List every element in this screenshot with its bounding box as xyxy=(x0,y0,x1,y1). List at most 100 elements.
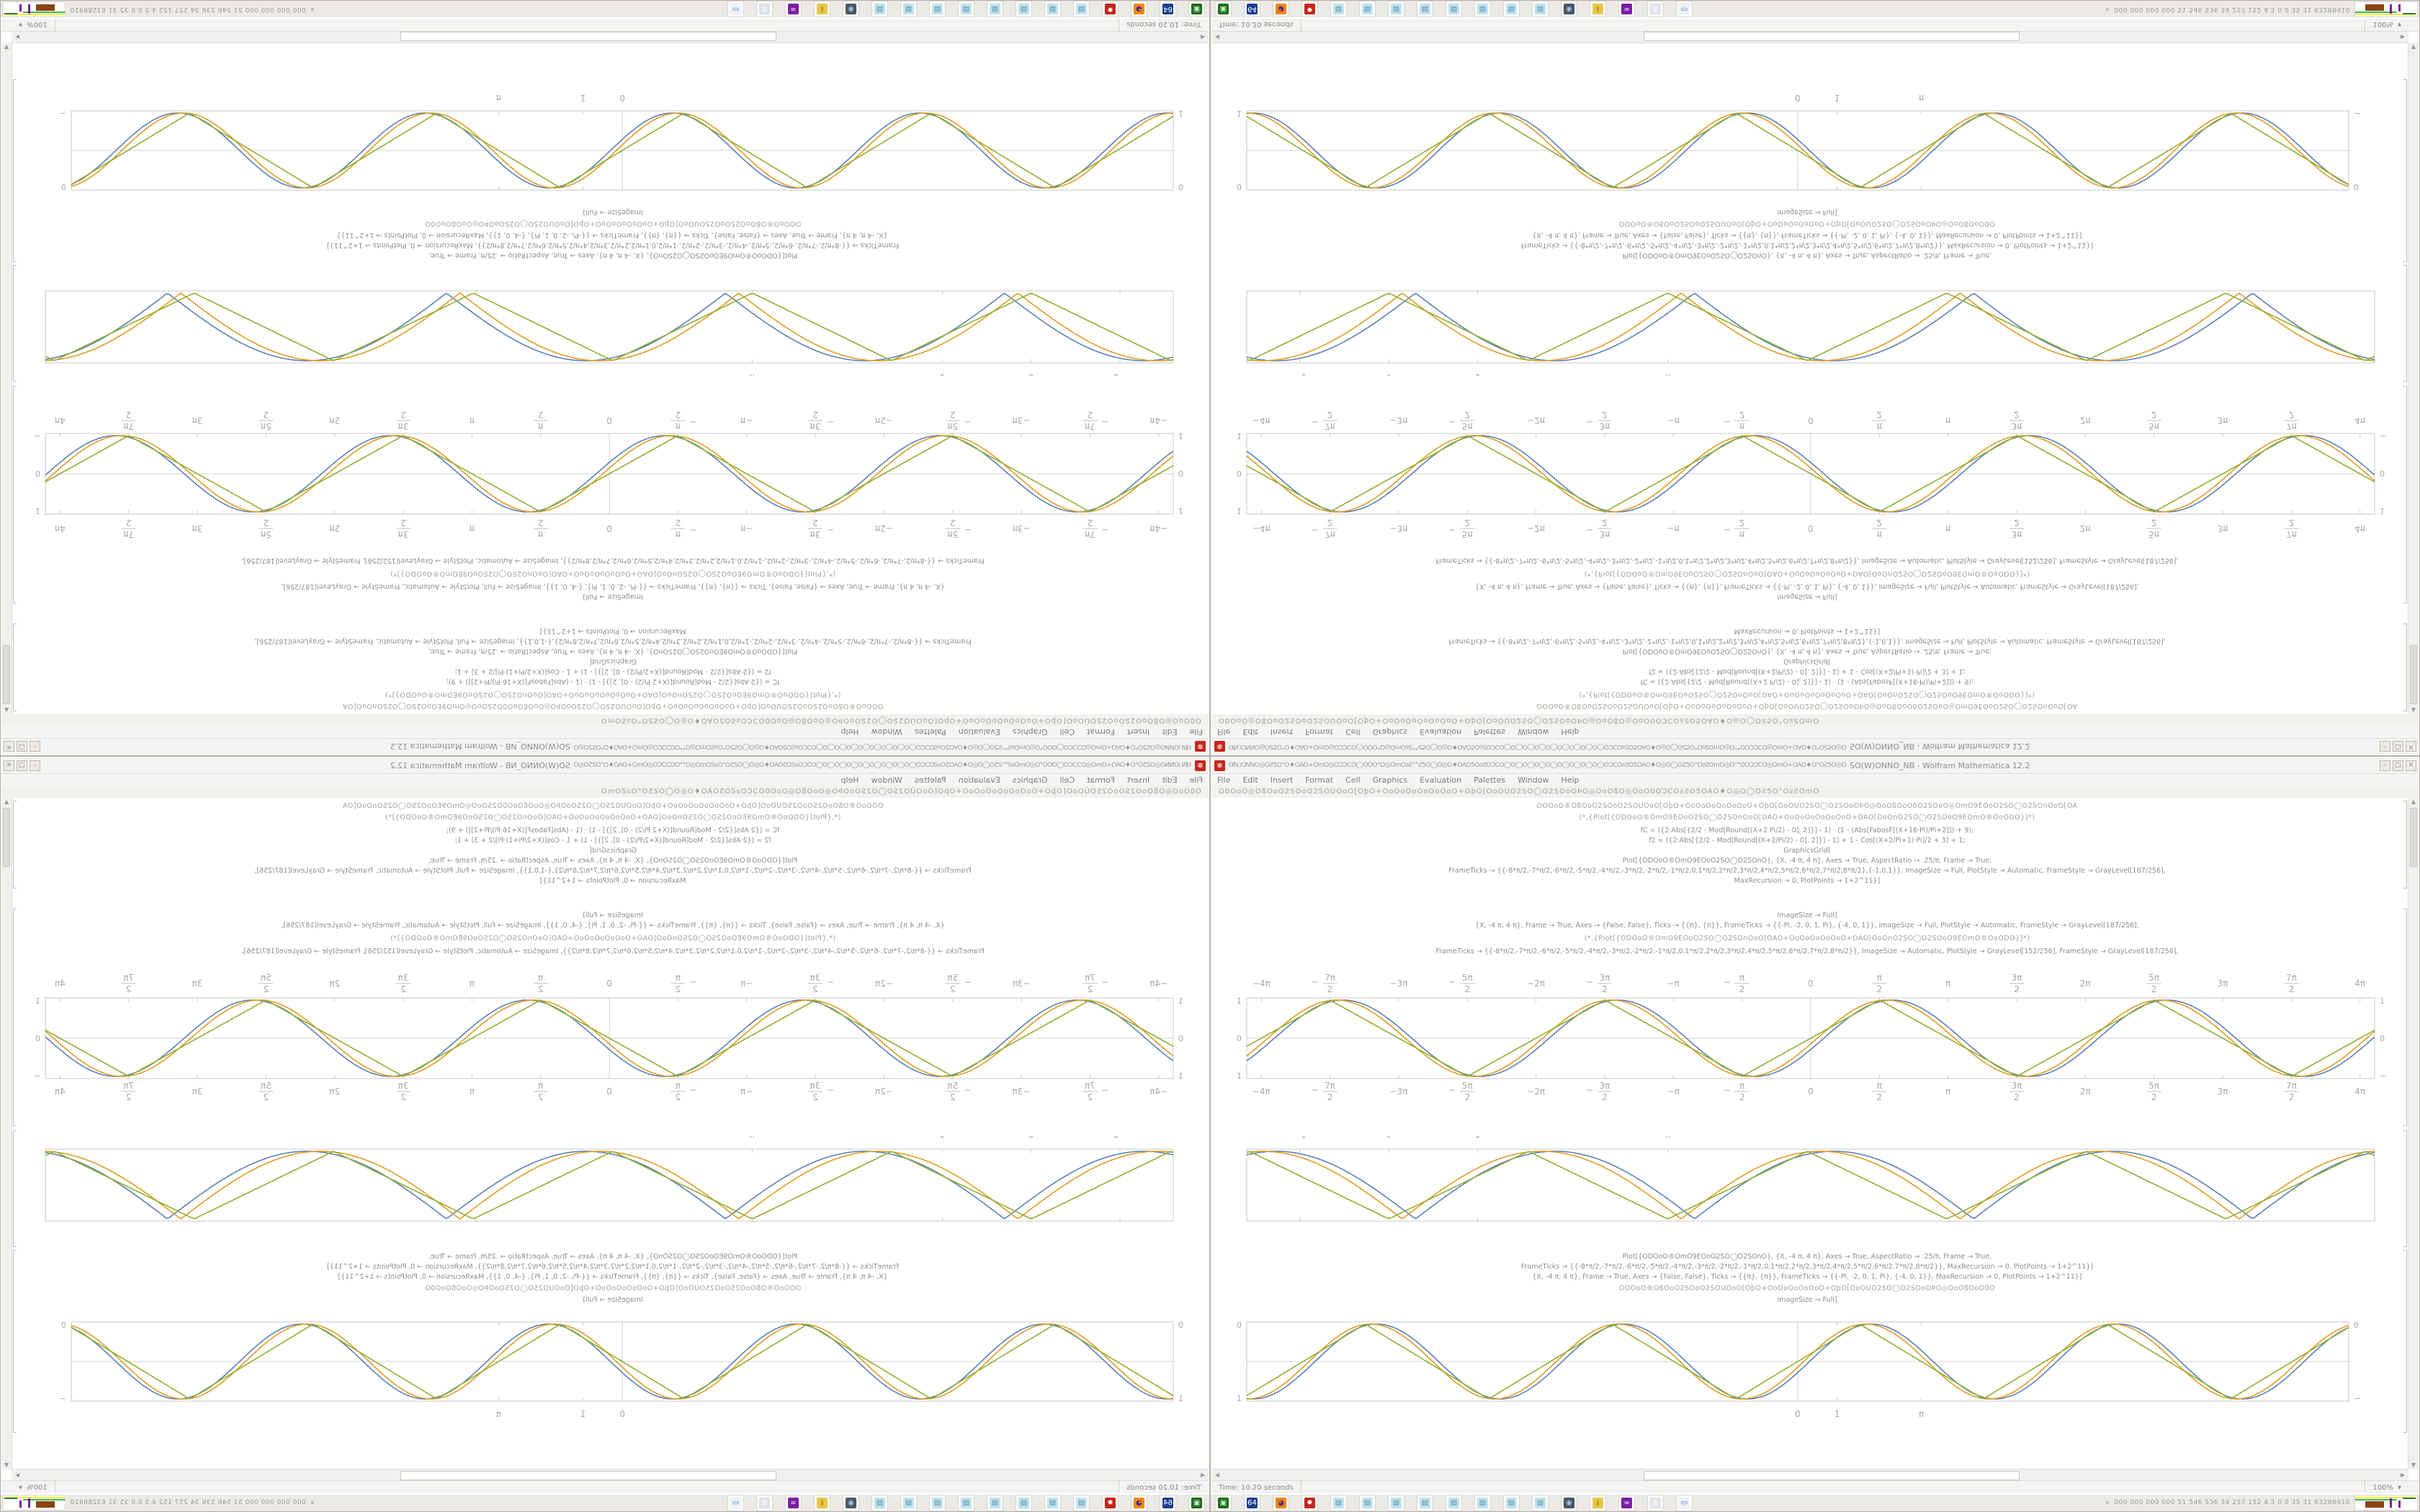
menu-evaluation[interactable]: Evaluation xyxy=(958,727,1000,737)
infinity-icon[interactable]: ∞ xyxy=(1618,1494,1635,1511)
folder-yellow-icon[interactable]: ▮ xyxy=(1590,1,1606,18)
monitor-icon[interactable]: ▭ xyxy=(727,1,744,18)
cell-bracket[interactable] xyxy=(2403,79,2407,262)
file-icon-3[interactable]: ▤ xyxy=(1016,1494,1032,1511)
vertical-scrollbar[interactable]: ▲ ▼ xyxy=(1,42,12,714)
menu-cell[interactable]: Cell xyxy=(1345,775,1361,785)
scroll-up-arrow[interactable]: ▲ xyxy=(2411,798,2416,805)
magnification-control[interactable]: 100% ▾ xyxy=(19,1481,55,1494)
floppy-green-icon[interactable]: ▣ xyxy=(1215,1,1232,18)
scroll-down-arrow[interactable]: ▼ xyxy=(4,44,9,50)
menu-format[interactable]: Format xyxy=(1305,775,1334,785)
cell-code-row[interactable]: FrameTicks → {{-8*π/2,-7*π/2,-6*π/2,-5*π… xyxy=(1435,948,2179,955)
cell-code-row[interactable]: ImageSize → Full] xyxy=(583,593,643,600)
menu-file[interactable]: File xyxy=(1217,727,1231,737)
menu-insert[interactable]: Insert xyxy=(1126,775,1150,785)
menu-file[interactable]: File xyxy=(1217,775,1231,785)
file-icon-7[interactable]: ▤ xyxy=(1503,1494,1520,1511)
file-icon-2[interactable]: ▤ xyxy=(1044,1494,1061,1511)
close-button[interactable]: ✕ xyxy=(4,741,14,752)
cell-code-row[interactable]: ImageSize → Full] xyxy=(1777,593,1837,600)
chevron-left-icon[interactable]: « xyxy=(2105,1498,2110,1507)
menu-insert[interactable]: Insert xyxy=(1270,775,1294,785)
menu-edit[interactable]: Edit xyxy=(1162,727,1178,737)
menu-edit[interactable]: Edit xyxy=(1242,727,1258,737)
scroll-icon[interactable]: ≣ xyxy=(1647,1494,1664,1511)
cell-text-glyph-row[interactable]: OOOoO®OßOoO2SOoO2SOÙOoO[OþO+OoOoOoOoOoOo… xyxy=(342,702,884,710)
file-icon-1[interactable]: ▤ xyxy=(1330,1494,1347,1511)
camera-icon[interactable]: ◉ xyxy=(843,1494,859,1511)
cell-code-row[interactable]: FrameTicks → {{-8*π/2,-7*π/2,-6*π/2,-5*π… xyxy=(254,637,972,645)
file-icon-5[interactable]: ▤ xyxy=(1446,1,1462,18)
horizontal-scroll-thumb[interactable] xyxy=(400,1471,776,1480)
scroll-down-arrow[interactable]: ▼ xyxy=(4,1462,9,1468)
menu-help[interactable]: Help xyxy=(841,775,859,785)
file-icon-3[interactable]: ▤ xyxy=(1388,1494,1404,1511)
cell-text-glyph-row[interactable]: (*,{Plot[{ODOoO®OmO9EOoO2SO◯O2SOnOoO[OAO… xyxy=(1584,570,2030,577)
cell-bracket[interactable] xyxy=(2403,624,2407,711)
cell-text-glyph-row[interactable]: (*,{Plot[{ODOoO®OmO9EOoO2SO◯O2SOnOoO[OAO… xyxy=(1584,935,2030,942)
cell-code-row[interactable]: Plot[{ODOoO®OmO9EOoO2SO◯O2SOnO}, {X, -4 … xyxy=(1622,251,1992,259)
floppy-green-icon[interactable]: ▣ xyxy=(1188,1494,1205,1511)
menu-format[interactable]: Format xyxy=(1086,727,1115,737)
toolbar[interactable]: O0OoO◎OßOoO2SOoO2SOÙOoO[OþO+OoOoOoOoOoOo… xyxy=(1,714,1209,726)
scroll-right-arrow[interactable]: ▶ xyxy=(2400,1472,2406,1478)
scroll-icon[interactable]: ≣ xyxy=(756,1494,773,1511)
cell-code-row[interactable]: Plot[{ODOoO®OmO9EOoO2SO◯O2SOnO}, {X, -4 … xyxy=(428,1253,798,1261)
vertical-scrollbar[interactable]: ▲ ▼ xyxy=(1,798,12,1470)
cell-bracket[interactable] xyxy=(13,801,17,888)
firefox-icon[interactable]: ◕ xyxy=(1131,1494,1147,1511)
floppy-green-icon[interactable]: ▣ xyxy=(1215,1494,1232,1511)
floppy-green-icon[interactable]: ▣ xyxy=(1188,1,1205,18)
menu-graphics[interactable]: Graphics xyxy=(1372,727,1408,737)
menu-palettes[interactable]: Palettes xyxy=(914,775,946,785)
scroll-icon[interactable]: ≣ xyxy=(1647,1,1664,18)
infinity-icon[interactable]: ∞ xyxy=(785,1,802,18)
minimize-button[interactable]: – xyxy=(30,741,40,752)
menu-window[interactable]: Window xyxy=(871,727,902,737)
cell-text-glyph-row[interactable]: (*,{Plot[{ODOoO®OmO9EOoO2SO◯O2SOnOoO[OAO… xyxy=(1579,690,2035,698)
cell-text-glyph-row[interactable]: OOOoO®OßOoO2SOoO2SOÙOoO[OþO+OoOoOoOoOoOo… xyxy=(1536,802,2078,810)
magnification-control[interactable]: 100% ▾ xyxy=(2365,18,2401,31)
cell-text-glyph-row[interactable]: OOOoO®OßOoO2SOoO2SOÙOoO[OþO+OoOoOoOoOoO+… xyxy=(424,1284,802,1292)
horizontal-scroll-thumb[interactable] xyxy=(1644,1471,2020,1480)
cell-text-glyph-row[interactable]: OOOoO®OßOoO2SOoO2SOÙOoO[OþO+OoOoOoOoOoO+… xyxy=(1618,1284,1996,1292)
window-titlebar[interactable]: ✵ ᙠN˩ONNO◎OƧ5O°O♦OAO+OmO◎OƆƆCO◯OOO°O◎OmO… xyxy=(1,738,1209,755)
mathematica-icon[interactable]: ✹ xyxy=(1102,1,1119,18)
menu-palettes[interactable]: Palettes xyxy=(914,727,946,737)
infinity-icon[interactable]: ∞ xyxy=(785,1494,802,1511)
minimize-button[interactable]: – xyxy=(30,760,40,771)
cell-code-row[interactable]: ImageSize → Full] xyxy=(1777,1296,1837,1304)
menu-file[interactable]: File xyxy=(1189,775,1203,785)
cell-code-row[interactable]: f2 = ({2·Abs[{2/2 - Mod[Round[(X+2/Pi/2)… xyxy=(1649,667,1966,675)
file-icon-3[interactable]: ▤ xyxy=(1016,1,1032,18)
cell-bracket[interactable] xyxy=(13,1250,17,1433)
camera-icon[interactable]: ◉ xyxy=(1561,1,1577,18)
floppy-64-icon[interactable]: 64 xyxy=(1244,1,1260,18)
horizontal-scrollbar[interactable]: ◀ ▶ xyxy=(1211,31,2408,43)
file-icon-8[interactable]: ▤ xyxy=(1532,1,1549,18)
cell-code-row[interactable]: Plot[{ODOoO®OmO9EOoO2SO◯O2SOnO}, {X, -4 … xyxy=(1622,857,1992,865)
menu-window[interactable]: Window xyxy=(871,775,902,785)
menu-help[interactable]: Help xyxy=(841,727,859,737)
menu-file[interactable]: File xyxy=(1189,727,1203,737)
cell-code-row[interactable]: FrameTicks → {{-8*π/2,-7*π/2,-6*π/2,-5*π… xyxy=(1448,637,2166,645)
cell-code-row[interactable]: MaxRecursion → 0, PlotPoints → 1+2^11}] xyxy=(1734,877,1881,885)
cell-text-glyph-row[interactable]: (*,{Plot[{ODOoO®OmO9EOoO2SO◯O2SOnOoO[OAO… xyxy=(385,690,841,698)
file-icon-8[interactable]: ▤ xyxy=(871,1494,888,1511)
file-icon-5[interactable]: ▤ xyxy=(958,1,974,18)
cell-code-row[interactable]: f2 = ({2·Abs[{2/2 - Mod[Round[(X+2/Pi/2)… xyxy=(454,667,771,675)
menu-insert[interactable]: Insert xyxy=(1270,727,1294,737)
scroll-icon[interactable]: ≣ xyxy=(756,1,773,18)
cell-code-row[interactable]: Plot[{ODOoO®OmO9EOoO2SO◯O2SOnO}, {X, -4 … xyxy=(428,647,798,655)
file-icon-4[interactable]: ▤ xyxy=(1417,1,1433,18)
folder-yellow-icon[interactable]: ▮ xyxy=(1590,1494,1606,1511)
file-icon-6[interactable]: ▤ xyxy=(1474,1494,1491,1511)
maximize-button[interactable]: □ xyxy=(2393,760,2403,771)
folder-yellow-icon[interactable]: ▮ xyxy=(814,1494,830,1511)
cell-text-glyph-row[interactable]: (*,{Plot[{ODOoO®OmO9EOoO2SO◯O2SOnOoO[OAO… xyxy=(390,570,836,577)
menu-insert[interactable]: Insert xyxy=(1126,727,1150,737)
cell-code-row[interactable]: fC = ({2·Abs[{2/2 - Mod[Round[(X+2 Pi/2)… xyxy=(446,678,780,685)
cell-code-row[interactable]: MaxRecursion → 0, PlotPoints → 1+2^11}] xyxy=(539,627,686,635)
file-icon-2[interactable]: ▤ xyxy=(1359,1,1376,18)
